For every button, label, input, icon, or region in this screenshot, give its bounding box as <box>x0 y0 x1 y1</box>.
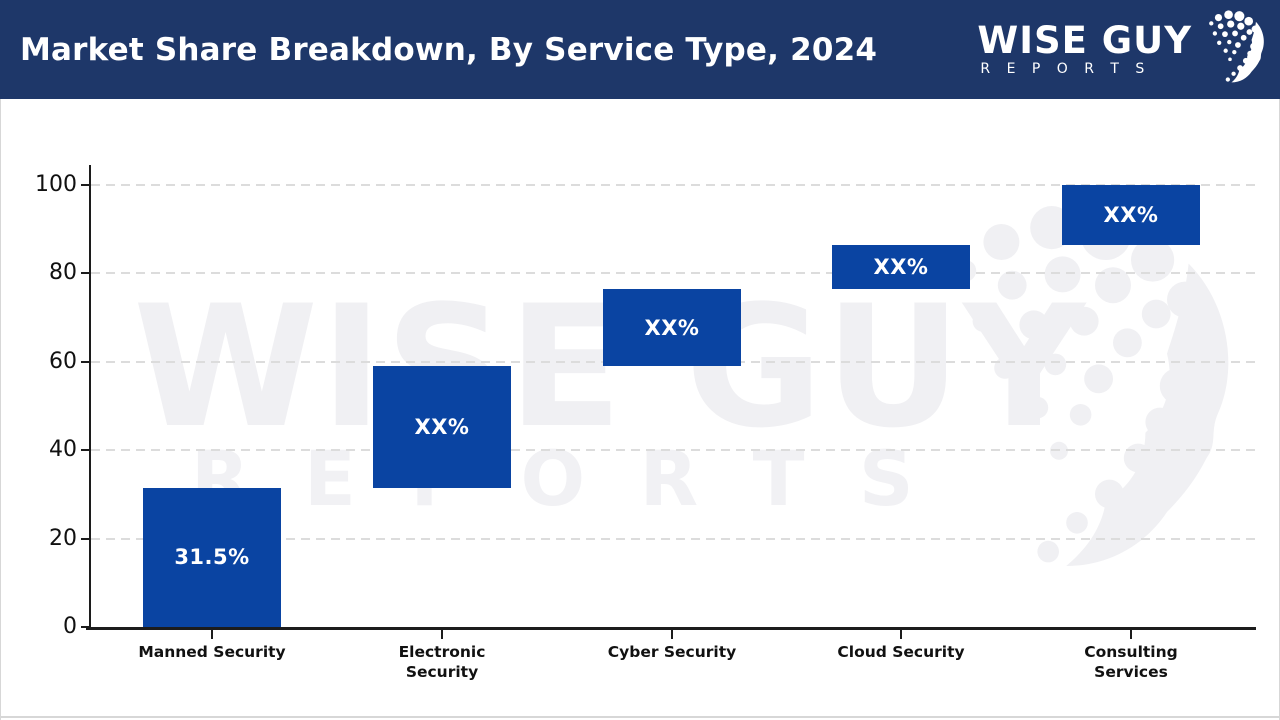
ytick-mark-60 <box>81 360 89 363</box>
ytick-mark-100 <box>81 184 89 186</box>
gridline-100 <box>91 184 1256 186</box>
ytick-label-80: 80 <box>49 260 77 286</box>
chart-area: WISE GUY R E P O R T S 0 20 40 60 80 100 31.5%… <box>0 99 1280 720</box>
xtick-mark-electronic-security <box>441 630 443 639</box>
ytick-label-0: 0 <box>63 614 77 639</box>
header-bar: Market Share Breakdown, By Service Type,… <box>0 0 1280 99</box>
bar-manned-security: 31.5% <box>143 487 281 627</box>
category-label-consulting-services: Consulting Services <box>1084 643 1178 681</box>
xtick-mark-cyber-security <box>671 630 673 639</box>
wise-guy-logo: WISE GUY R E P O R T S <box>977 7 1266 93</box>
bar-value-label-manned-security: 31.5% <box>174 545 250 570</box>
logo-subtitle: R E P O R T S <box>980 61 1151 77</box>
bar-value-label-consulting-services: XX% <box>1103 202 1159 227</box>
waterfall-plot: 0 20 40 60 80 100 31.5% Manned Security XX% Elect… <box>1 99 1279 720</box>
ytick-mark-80 <box>81 272 89 275</box>
category-label-cloud-security: Cloud Security <box>837 643 965 661</box>
footer-divider <box>1 716 1280 718</box>
category-label-cyber-security: Cyber Security <box>607 643 737 661</box>
xtick-mark-manned-security <box>211 630 213 639</box>
bar-consulting-services: XX% <box>1062 185 1200 245</box>
bar-value-label-electronic-security: XX% <box>414 414 470 439</box>
ytick-label-100: 100 <box>35 172 77 197</box>
bar-value-label-cloud-security: XX% <box>873 254 929 279</box>
bar-cloud-security: XX% <box>832 244 970 289</box>
logo-text: WISE GUY R E P O R T S <box>977 22 1192 77</box>
ytick-label-40: 40 <box>49 437 77 463</box>
xtick-mark-consulting-services <box>1130 630 1132 639</box>
bar-cyber-security: XX% <box>603 288 741 367</box>
ytick-label-60: 60 <box>49 348 77 374</box>
bar-value-label-cyber-security: XX% <box>644 315 700 340</box>
xtick-mark-cloud-security <box>900 630 902 639</box>
gridline-20 <box>91 537 1256 540</box>
category-label-electronic-security: Electronic Security <box>398 643 486 681</box>
x-axis <box>86 627 1256 630</box>
y-axis <box>89 165 91 629</box>
ytick-label-20: 20 <box>49 525 77 551</box>
ytick-mark-20 <box>81 537 89 540</box>
chart-title: Market Share Breakdown, By Service Type,… <box>20 31 878 68</box>
logo-wordmark: WISE GUY <box>977 19 1192 62</box>
category-label-manned-security: Manned Security <box>138 643 286 661</box>
ytick-mark-0 <box>81 626 89 628</box>
ytick-mark-40 <box>81 449 89 452</box>
bar-electronic-security: XX% <box>373 366 511 488</box>
logo-face-icon <box>1209 9 1264 82</box>
gridline-80 <box>91 272 1256 275</box>
gridline-40 <box>91 449 1256 452</box>
